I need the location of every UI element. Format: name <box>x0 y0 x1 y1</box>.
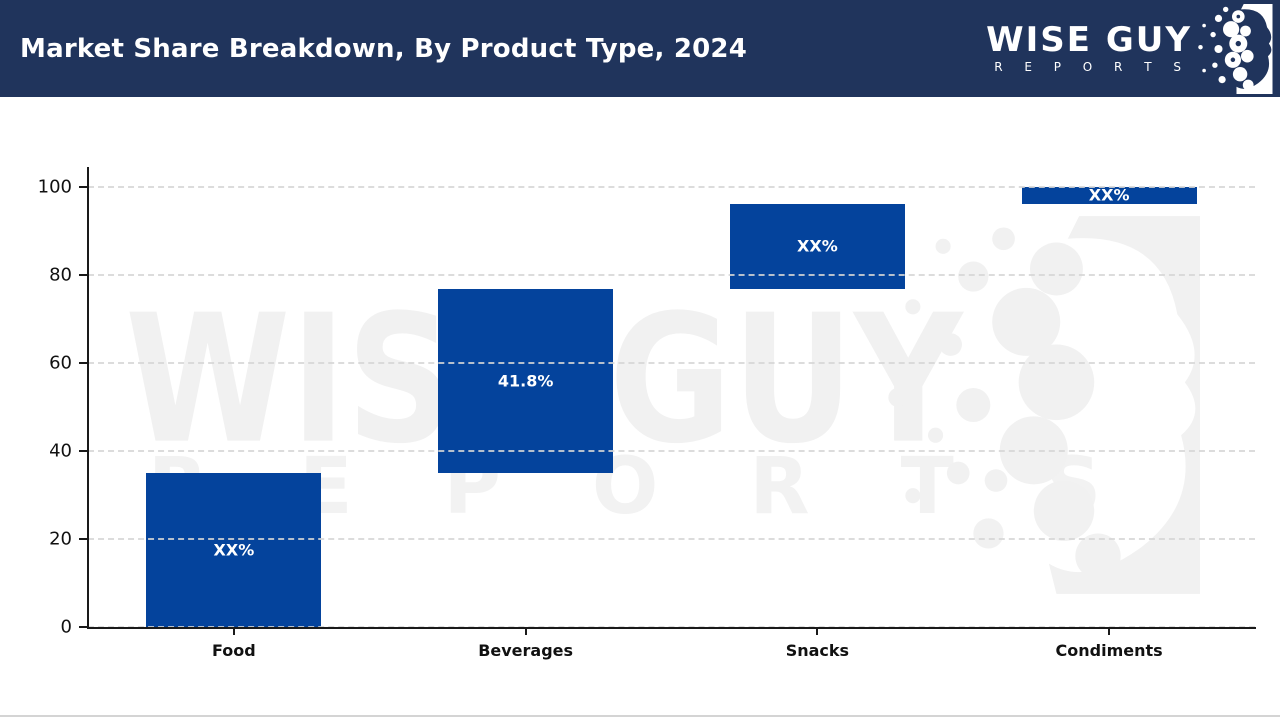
x-tick-label-condiments: Condiments <box>1055 641 1163 660</box>
header-band: Market Share Breakdown, By Product Type,… <box>0 0 1280 97</box>
y-axis-line <box>87 167 89 629</box>
x-tick-label-food: Food <box>212 641 256 660</box>
bar-label-beverages: 41.8% <box>497 371 554 391</box>
y-tick-0 <box>79 626 87 628</box>
logo-subtitle: R E P O R T S <box>994 60 1190 74</box>
y-tick-label-40: 40 <box>49 440 72 462</box>
y-tick-label-20: 20 <box>49 528 72 550</box>
wise-guy-logo: WISE GUY R E P O R T S <box>986 0 1192 97</box>
y-tick-60 <box>79 361 87 364</box>
bar-label-snacks: XX% <box>797 236 838 256</box>
gridline-100 <box>88 185 1255 188</box>
y-tick-label-0: 0 <box>60 616 72 638</box>
bar-label-food: XX% <box>213 540 255 560</box>
y-tick-40 <box>79 449 87 452</box>
gridline-60 <box>88 361 1255 364</box>
x-tick-label-snacks: Snacks <box>785 641 850 660</box>
y-tick-label-80: 80 <box>49 264 72 286</box>
x-tick-beverages <box>524 628 527 635</box>
watermark-face-icon <box>888 216 1200 594</box>
x-tick-condiments <box>1108 628 1111 635</box>
x-tick-food <box>232 628 235 635</box>
y-tick-label-60: 60 <box>49 352 72 374</box>
bar-label-condiments: XX% <box>1088 185 1130 205</box>
gridline-80 <box>88 273 1255 276</box>
y-tick-100 <box>79 185 87 188</box>
y-tick-20 <box>79 537 87 540</box>
y-tick-80 <box>79 273 87 276</box>
x-tick-label-beverages: Beverages <box>478 641 574 660</box>
x-tick-snacks <box>816 628 819 635</box>
gridline-40 <box>88 449 1255 452</box>
gridline-20 <box>88 537 1255 540</box>
chart-title: Market Share Breakdown, By Product Type,… <box>20 33 747 64</box>
bottom-divider <box>0 715 1280 717</box>
bar-condiments <box>1021 186 1197 204</box>
logo-face-icon <box>1198 4 1273 94</box>
x-axis-line <box>87 627 1256 629</box>
bar-food <box>146 472 322 627</box>
y-tick-label-100: 100 <box>37 176 72 198</box>
logo-wordmark: WISE GUY <box>986 20 1192 60</box>
bar-beverages <box>438 288 614 473</box>
